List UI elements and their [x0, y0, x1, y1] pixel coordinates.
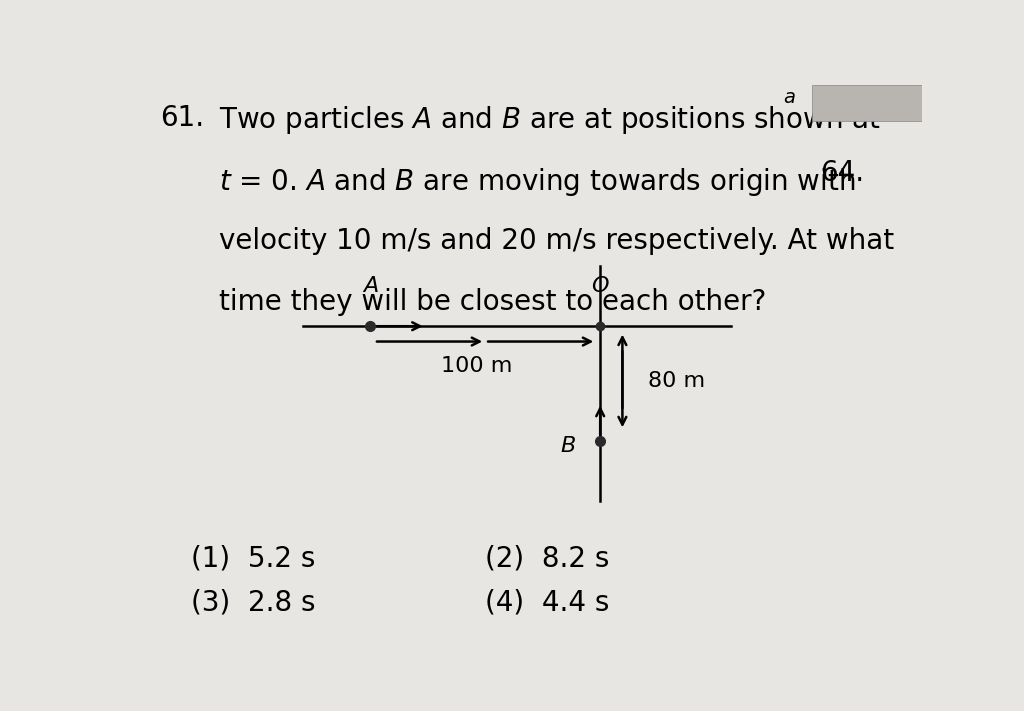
- Text: velocity 10 m/s and 20 m/s respectively. At what: velocity 10 m/s and 20 m/s respectively.…: [219, 227, 894, 255]
- Text: 64.: 64.: [820, 159, 864, 187]
- Text: $O$: $O$: [591, 276, 609, 296]
- Text: $A$: $A$: [361, 276, 379, 296]
- Text: 61.: 61.: [160, 105, 204, 132]
- Text: (1)  5.2 s: (1) 5.2 s: [191, 545, 315, 573]
- Text: Two particles $A$ and $B$ are at positions shown at: Two particles $A$ and $B$ are at positio…: [219, 105, 881, 137]
- Text: $t$ = 0. $A$ and $B$ are moving towards origin with: $t$ = 0. $A$ and $B$ are moving towards …: [219, 166, 856, 198]
- Text: 80 m: 80 m: [648, 371, 705, 391]
- Text: a: a: [782, 88, 795, 107]
- Text: $B$: $B$: [560, 436, 577, 456]
- FancyBboxPatch shape: [812, 85, 922, 121]
- Text: (3)  2.8 s: (3) 2.8 s: [191, 589, 316, 616]
- Text: 100 m: 100 m: [441, 356, 513, 376]
- Text: (2)  8.2 s: (2) 8.2 s: [485, 545, 609, 573]
- Text: time they will be closest to each other?: time they will be closest to each other?: [219, 289, 767, 316]
- Text: (4)  4.4 s: (4) 4.4 s: [485, 589, 609, 616]
